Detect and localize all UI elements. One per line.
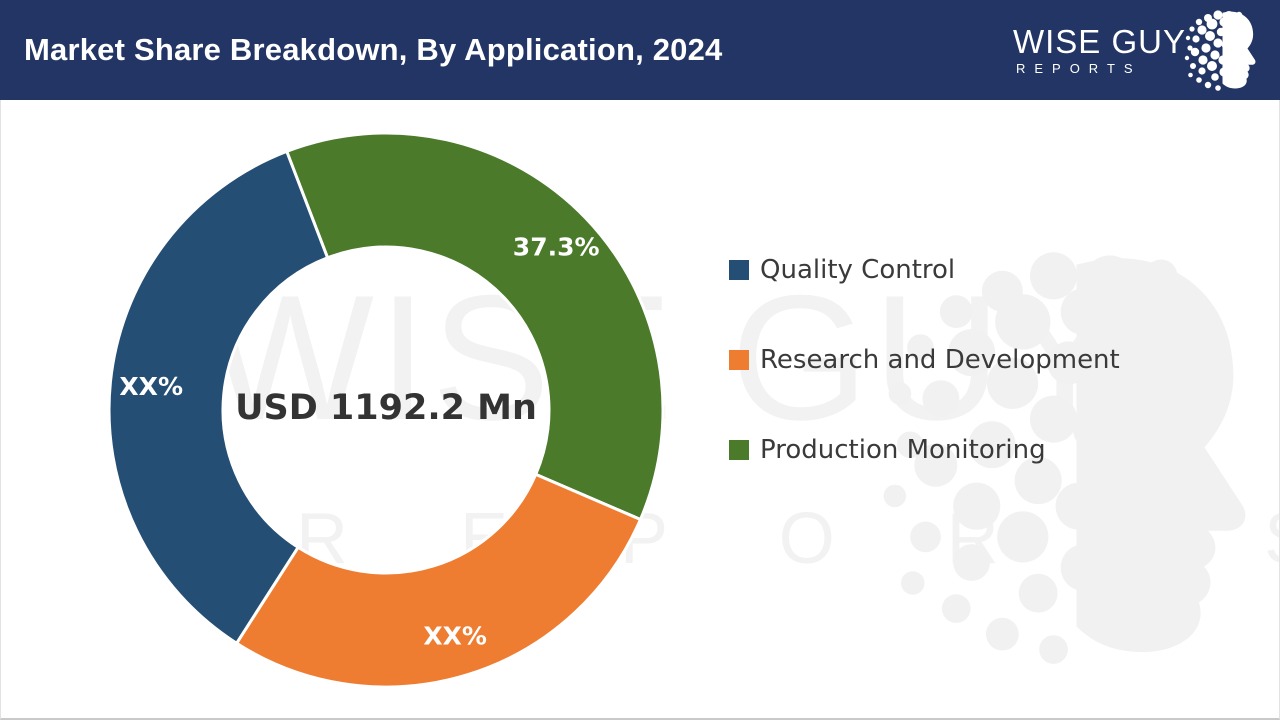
legend-label: Research and Development [760,345,1120,375]
legend-item-quality-control: Quality Control [729,250,1120,290]
legend-label: Production Monitoring [760,435,1046,465]
page-title: Market Share Breakdown, By Application, … [24,32,723,67]
chart-area: WISE GUY R E P O R T S 37.3% XX% XX% USD 1… [0,100,1280,720]
legend-label: Quality Control [760,255,956,285]
watermark: WISE GUY R E P O R T S [1,100,1279,718]
chart-center-value: USD 1192.2 Mn [235,388,537,428]
wise-guy-logo: WISE GUY REPORTS [1013,8,1262,92]
legend-swatch-research-and-development [729,350,749,370]
slice-value-label-production-monitoring: 37.3% [513,232,600,261]
face-profile-icon [1184,10,1256,91]
slice-production-monitoring [285,131,665,521]
legend-item-production-monitoring: Production Monitoring [729,430,1120,470]
slice-research-and-development [235,472,642,689]
legend-swatch-quality-control [729,260,749,280]
slice-value-label-research-and-development: XX% [423,622,487,651]
logo-wordmark: WISE GUY [1012,23,1186,60]
donut-chart: 37.3% XX% XX% [107,131,665,689]
slice-value-label-quality-control: XX% [119,372,183,401]
logo-subtext: REPORTS [1015,61,1142,76]
chart-legend: Quality Control Research and Development… [729,250,1120,520]
header-bar: Market Share Breakdown, By Application, … [0,0,1280,100]
logo-text: WISE GUY REPORTS [1013,25,1186,75]
legend-swatch-production-monitoring [729,440,749,460]
slice-quality-control [107,149,330,645]
legend-item-research-and-development: Research and Development [729,340,1120,380]
